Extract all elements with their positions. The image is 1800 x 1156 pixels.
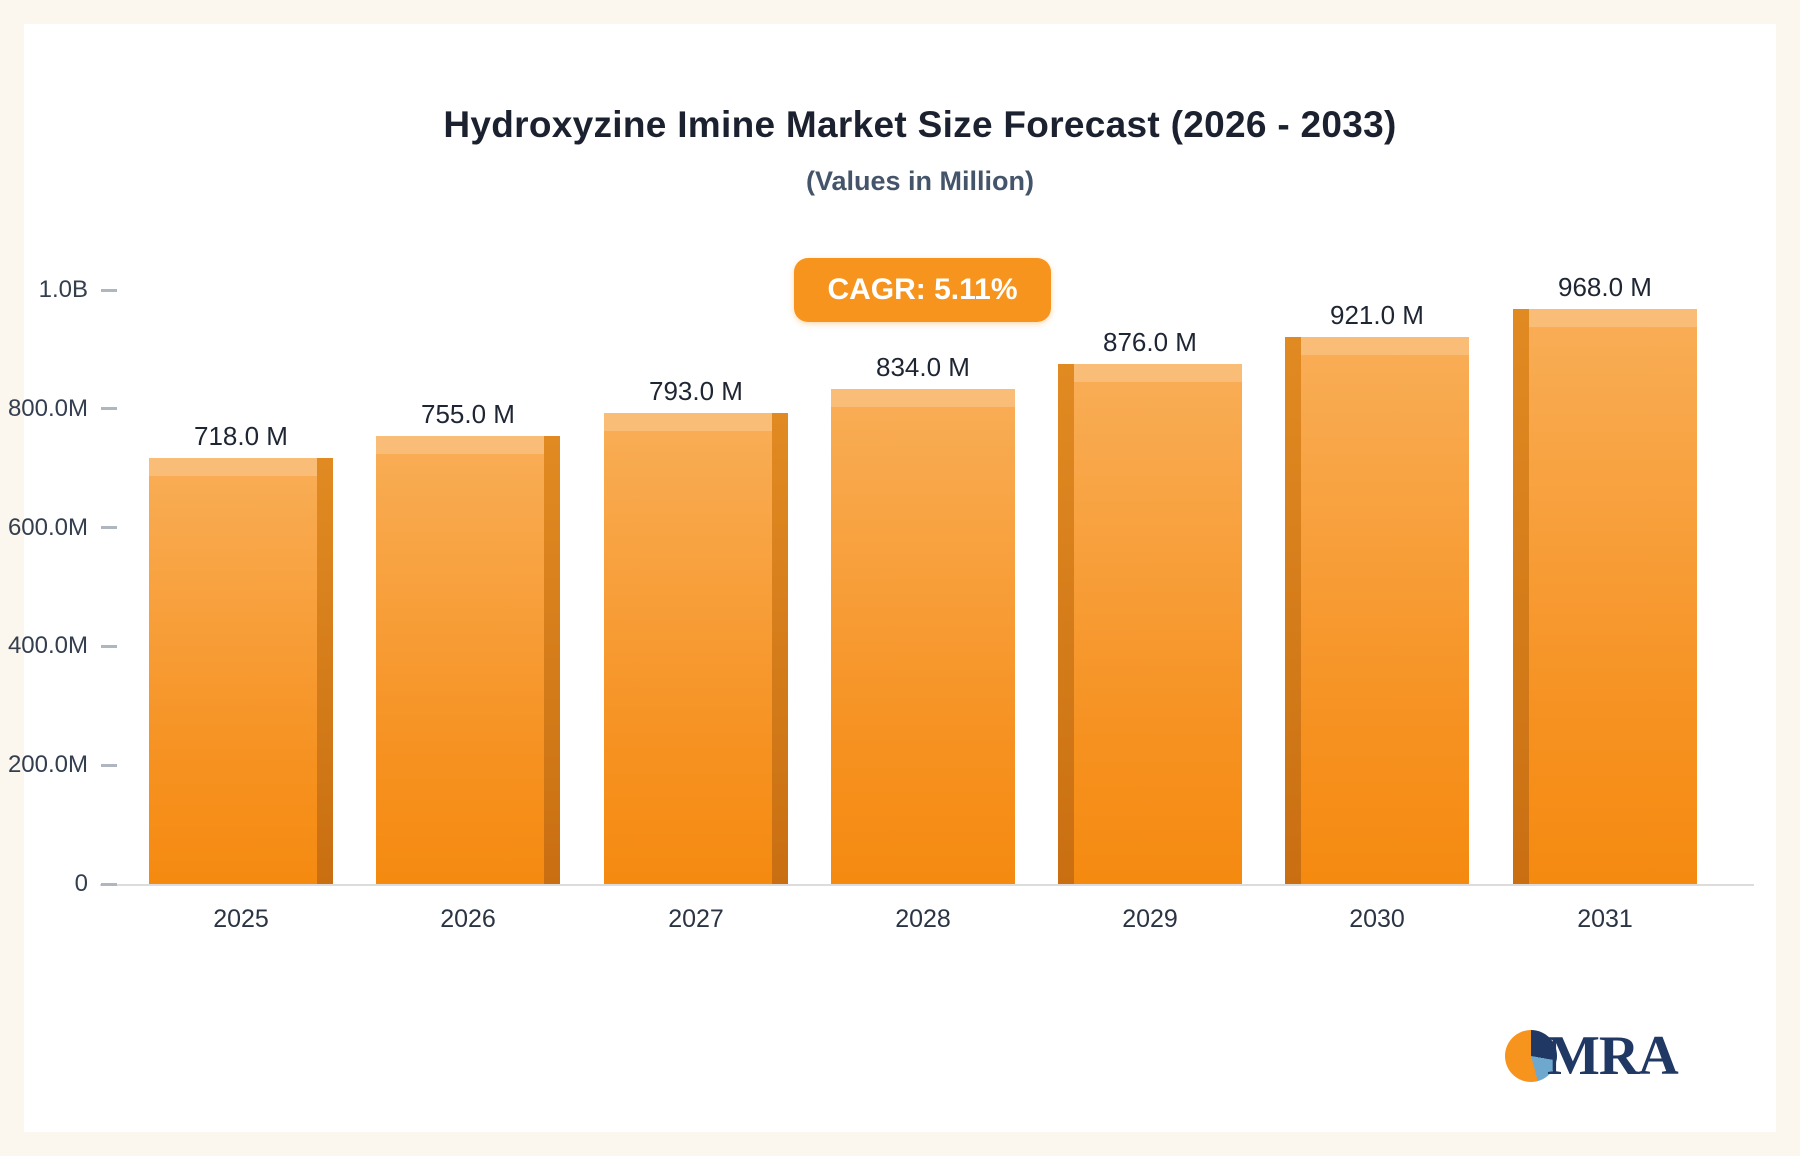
chart-subtitle: (Values in Million) [805, 166, 1035, 196]
bar-2030 [1285, 336, 1469, 884]
bar-top-face [376, 435, 544, 454]
bar-side-face [1058, 363, 1074, 884]
bar-side-face [1513, 309, 1529, 884]
bar-value-label: 793.0 M [649, 375, 743, 406]
chart-title: Hydroxyzine Imine Market Size Forecast (… [443, 104, 1397, 145]
bar-2028 [831, 388, 1015, 884]
bar-2031 [1513, 309, 1697, 884]
bar-top-face [149, 457, 317, 476]
x-axis-label: 2025 [213, 905, 269, 933]
y-axis-tick-label: 1.0B [38, 276, 88, 303]
y-axis-tick-label: 800.0M [7, 394, 88, 422]
bar-value-label: 876.0 M [1103, 326, 1197, 357]
y-axis-tick-label: 400.0M [7, 632, 88, 660]
y-axis-tick-label: 0 [74, 870, 88, 897]
bar-value-label: 834.0 M [876, 351, 970, 382]
bar-top-face [1074, 363, 1242, 382]
y-axis-tick-mark [101, 763, 117, 767]
y-axis-tick-mark [101, 882, 117, 886]
x-axis-label: 2031 [1577, 905, 1633, 933]
x-axis-label: 2030 [1349, 905, 1405, 933]
y-axis-tick-mark [101, 644, 117, 648]
x-axis-line [100, 884, 1754, 886]
cagr-badge: CAGR: 5.11% [794, 258, 1051, 322]
y-axis-tick-mark [101, 526, 117, 530]
x-axis-label: 2027 [668, 905, 724, 933]
y-axis-tick-mark [101, 288, 117, 292]
bar-value-label: 755.0 M [421, 398, 515, 429]
bar-side-face [317, 457, 333, 884]
brand-logo-text: MRA [1547, 1025, 1679, 1087]
y-axis-tick-label: 200.0M [7, 751, 88, 779]
bar-2026 [376, 435, 560, 884]
bar-side-face [544, 435, 560, 884]
bar-top-face [1301, 336, 1469, 355]
x-axis-label: 2029 [1122, 905, 1178, 933]
bar-2025 [149, 457, 333, 884]
bar-2027 [604, 412, 788, 884]
bar-value-label: 968.0 M [1558, 272, 1652, 302]
pie-circle-icon [1505, 1030, 1557, 1082]
bar-top-face [604, 412, 772, 431]
bar-side-face [1285, 336, 1301, 884]
bar-value-label: 718.0 M [194, 420, 288, 451]
x-axis-label: 2028 [895, 905, 951, 933]
bar-side-face [772, 412, 788, 884]
x-axis-label: 2026 [440, 905, 496, 933]
y-axis-tick-mark [101, 407, 117, 411]
bar-2029 [1058, 363, 1242, 884]
y-axis-tick-label: 600.0M [7, 513, 88, 541]
bar-top-face [1529, 309, 1697, 327]
brand-logo: MRA [1505, 1025, 1679, 1087]
cagr-badge-label: CAGR: 5.11% [827, 273, 1018, 306]
bar-value-label: 921.0 M [1330, 299, 1424, 330]
bar-top-face [831, 388, 1015, 407]
